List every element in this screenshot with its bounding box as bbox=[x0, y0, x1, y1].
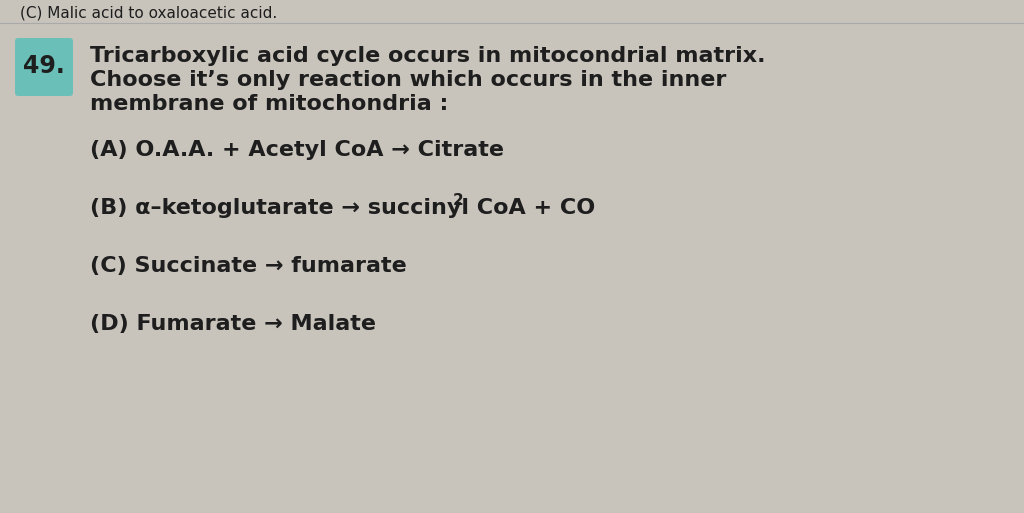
FancyBboxPatch shape bbox=[15, 38, 73, 96]
Text: Tricarboxylic acid cycle occurs in mitocondrial matrix.: Tricarboxylic acid cycle occurs in mitoc… bbox=[90, 46, 766, 66]
Text: (C) Malic acid to oxaloacetic acid.: (C) Malic acid to oxaloacetic acid. bbox=[20, 6, 278, 21]
Text: (A) O.A.A. + Acetyl CoA → Citrate: (A) O.A.A. + Acetyl CoA → Citrate bbox=[90, 140, 504, 160]
Text: (D) Fumarate → Malate: (D) Fumarate → Malate bbox=[90, 314, 376, 334]
Text: 2: 2 bbox=[453, 193, 464, 208]
Text: (C) Succinate → fumarate: (C) Succinate → fumarate bbox=[90, 256, 407, 276]
Text: 49.: 49. bbox=[24, 54, 65, 78]
Text: (B) α–ketoglutarate → succinyl CoA + CO: (B) α–ketoglutarate → succinyl CoA + CO bbox=[90, 198, 595, 218]
Text: Choose it’s only reaction which occurs in the inner: Choose it’s only reaction which occurs i… bbox=[90, 70, 726, 90]
Text: membrane of mitochondria :: membrane of mitochondria : bbox=[90, 94, 449, 114]
